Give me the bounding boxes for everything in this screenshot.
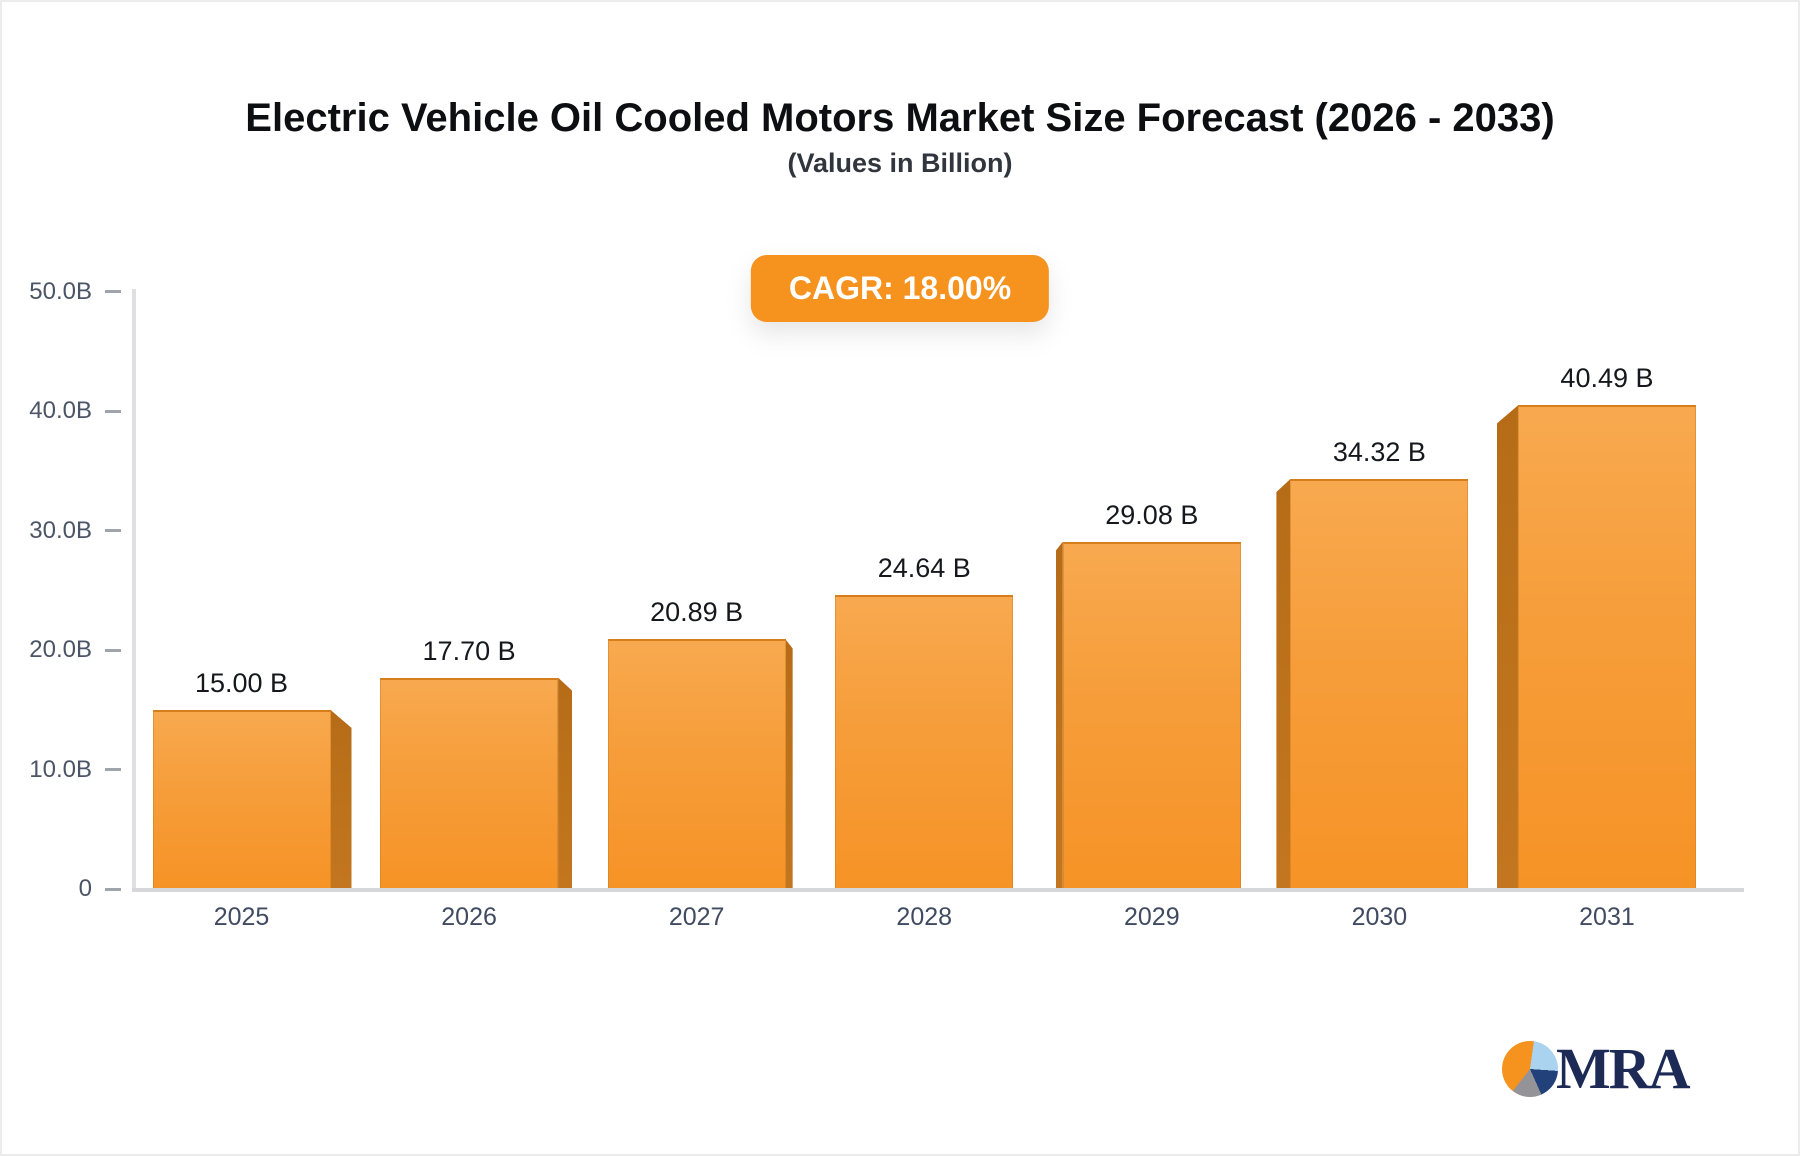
bar-value-label: 15.00 B (194, 667, 289, 698)
logo-pie-icon (1502, 1041, 1558, 1097)
page-subtitle: (Values in Billion) (787, 148, 1013, 178)
bar (152, 709, 331, 889)
bar-side-face (558, 677, 573, 889)
x-axis-label: 2025 (213, 903, 270, 931)
bar-value-label: 24.64 B (877, 552, 971, 583)
y-tick-label: 10.0B (29, 755, 92, 783)
bar (835, 594, 1014, 889)
x-axis-label: 2029 (1124, 903, 1180, 931)
page-title: Electric Vehicle Oil Cooled Motors Marke… (245, 96, 1555, 140)
y-tick-mark (105, 529, 121, 533)
y-tick-label: 50.0B (29, 277, 92, 305)
bar-value-label: 20.89 B (650, 597, 744, 628)
y-tick-label: 0 (78, 875, 92, 902)
bar-side-face (785, 639, 793, 889)
y-tick-label: 20.0B (29, 636, 92, 664)
y-tick-label: 40.0B (29, 397, 92, 425)
bar-value-label: 29.08 B (1105, 499, 1199, 530)
y-tick-label: 30.0B (29, 516, 92, 544)
x-axis-label: 2026 (441, 903, 497, 931)
cagr-badge: CAGR: 18.00% (750, 255, 1050, 322)
y-tick-mark (105, 648, 121, 652)
x-axis-label: 2030 (1351, 903, 1408, 931)
bar-value-label: 40.49 B (1560, 363, 1654, 394)
bar-value-label: 34.32 B (1332, 437, 1426, 468)
y-tick-mark (105, 290, 121, 294)
x-axis-label: 2027 (668, 903, 725, 931)
bar (607, 639, 786, 889)
y-axis-line (132, 289, 136, 889)
bar (380, 677, 559, 889)
brand-logo: MRA (1502, 1036, 1691, 1101)
bar-value-label: 17.70 B (422, 635, 516, 666)
bar-side-face (1496, 405, 1518, 889)
x-axis-label: 2028 (896, 903, 953, 931)
bar (1290, 479, 1469, 889)
bar (1517, 405, 1696, 889)
y-tick-mark (105, 887, 121, 891)
bar-side-face (1055, 541, 1063, 889)
bar-side-face (330, 709, 352, 889)
y-tick-mark (105, 409, 121, 413)
x-baseline (132, 888, 1744, 892)
logo-text: MRA (1556, 1036, 1691, 1101)
bar-side-face (1276, 479, 1291, 889)
x-axis-label: 2031 (1579, 903, 1635, 931)
bar (1062, 541, 1241, 889)
y-tick-mark (105, 768, 121, 772)
